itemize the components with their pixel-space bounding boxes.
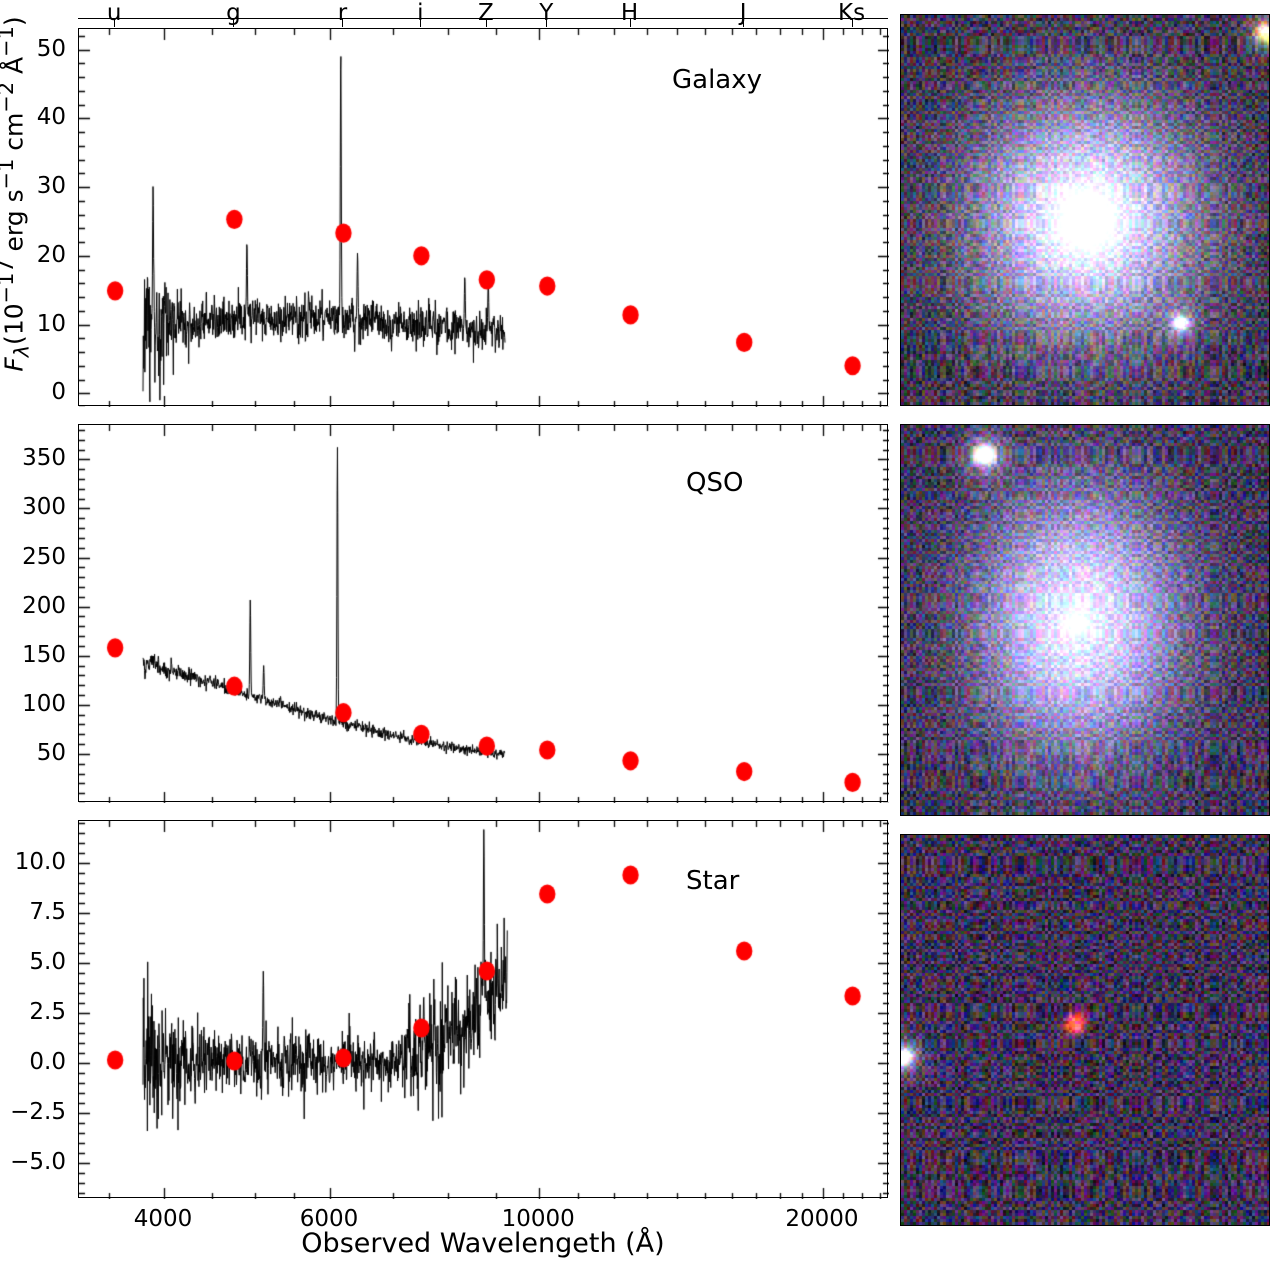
y-tick-label: 10 xyxy=(36,310,66,337)
plot-area-star xyxy=(78,820,889,1199)
star-cutout xyxy=(900,834,1270,1226)
filter-tick-r xyxy=(342,18,344,27)
y-tick-label: 50 xyxy=(36,739,66,766)
y-tick-label: 50 xyxy=(36,35,66,62)
filter-tick-Ks xyxy=(851,18,853,27)
y-tick-label: 150 xyxy=(22,641,66,668)
plot-area-qso xyxy=(78,424,889,803)
y-tick-label: 7.5 xyxy=(29,899,66,925)
filter-label-H: H xyxy=(620,0,639,26)
y-tick-label: 0.0 xyxy=(29,1049,66,1075)
y-tick-label: 250 xyxy=(22,543,66,570)
panel-title-qso: QSO xyxy=(686,468,744,498)
y-tick-label: 20 xyxy=(36,241,66,268)
x-tick-label: 20000 xyxy=(785,1206,859,1232)
filter-tick-Y xyxy=(546,18,548,27)
x-tick-label: 6000 xyxy=(299,1206,359,1232)
filter-tick-H xyxy=(629,18,631,27)
x-tick-label: 4000 xyxy=(133,1206,193,1232)
filter-label-u: u xyxy=(106,0,122,26)
filter-axis xyxy=(78,18,888,19)
galaxy-cutout xyxy=(900,14,1270,406)
filter-label-Ks: Ks xyxy=(838,0,866,26)
filter-tick-i xyxy=(420,18,422,27)
x-axis-label: Observed Wavelengeth (Å) xyxy=(301,1228,665,1259)
y-tick-label: 10.0 xyxy=(14,849,66,875)
plot-area-galaxy xyxy=(78,28,889,407)
y-tick-label: 40 xyxy=(36,104,66,131)
panel-title-galaxy: Galaxy xyxy=(672,65,763,95)
y-tick-label: 30 xyxy=(36,173,66,200)
filter-tick-J xyxy=(743,18,745,27)
qso-cutout xyxy=(900,424,1270,816)
filter-label-g: g xyxy=(226,0,241,26)
filter-label-i: i xyxy=(417,0,424,26)
y-tick-label: 5.0 xyxy=(29,949,66,975)
y-tick-label: 0 xyxy=(51,379,66,406)
filter-label-Z: Z xyxy=(477,0,494,26)
filter-tick-g xyxy=(233,18,235,27)
filter-label-Y: Y xyxy=(539,0,554,26)
y-tick-label: −5.0 xyxy=(10,1149,66,1175)
x-tick-label: 10000 xyxy=(501,1206,575,1232)
y-tick-label: 200 xyxy=(22,592,66,619)
filter-label-r: r xyxy=(337,0,348,26)
filter-tick-Z xyxy=(485,18,487,27)
y-tick-label: 100 xyxy=(22,690,66,717)
filter-label-J: J xyxy=(739,0,747,26)
y-tick-label: −2.5 xyxy=(10,1099,66,1125)
filter-tick-u xyxy=(114,18,116,27)
y-tick-label: 2.5 xyxy=(29,999,66,1025)
y-tick-label: 300 xyxy=(22,494,66,521)
y-tick-label: 350 xyxy=(22,445,66,472)
panel-title-star: Star xyxy=(686,866,740,896)
